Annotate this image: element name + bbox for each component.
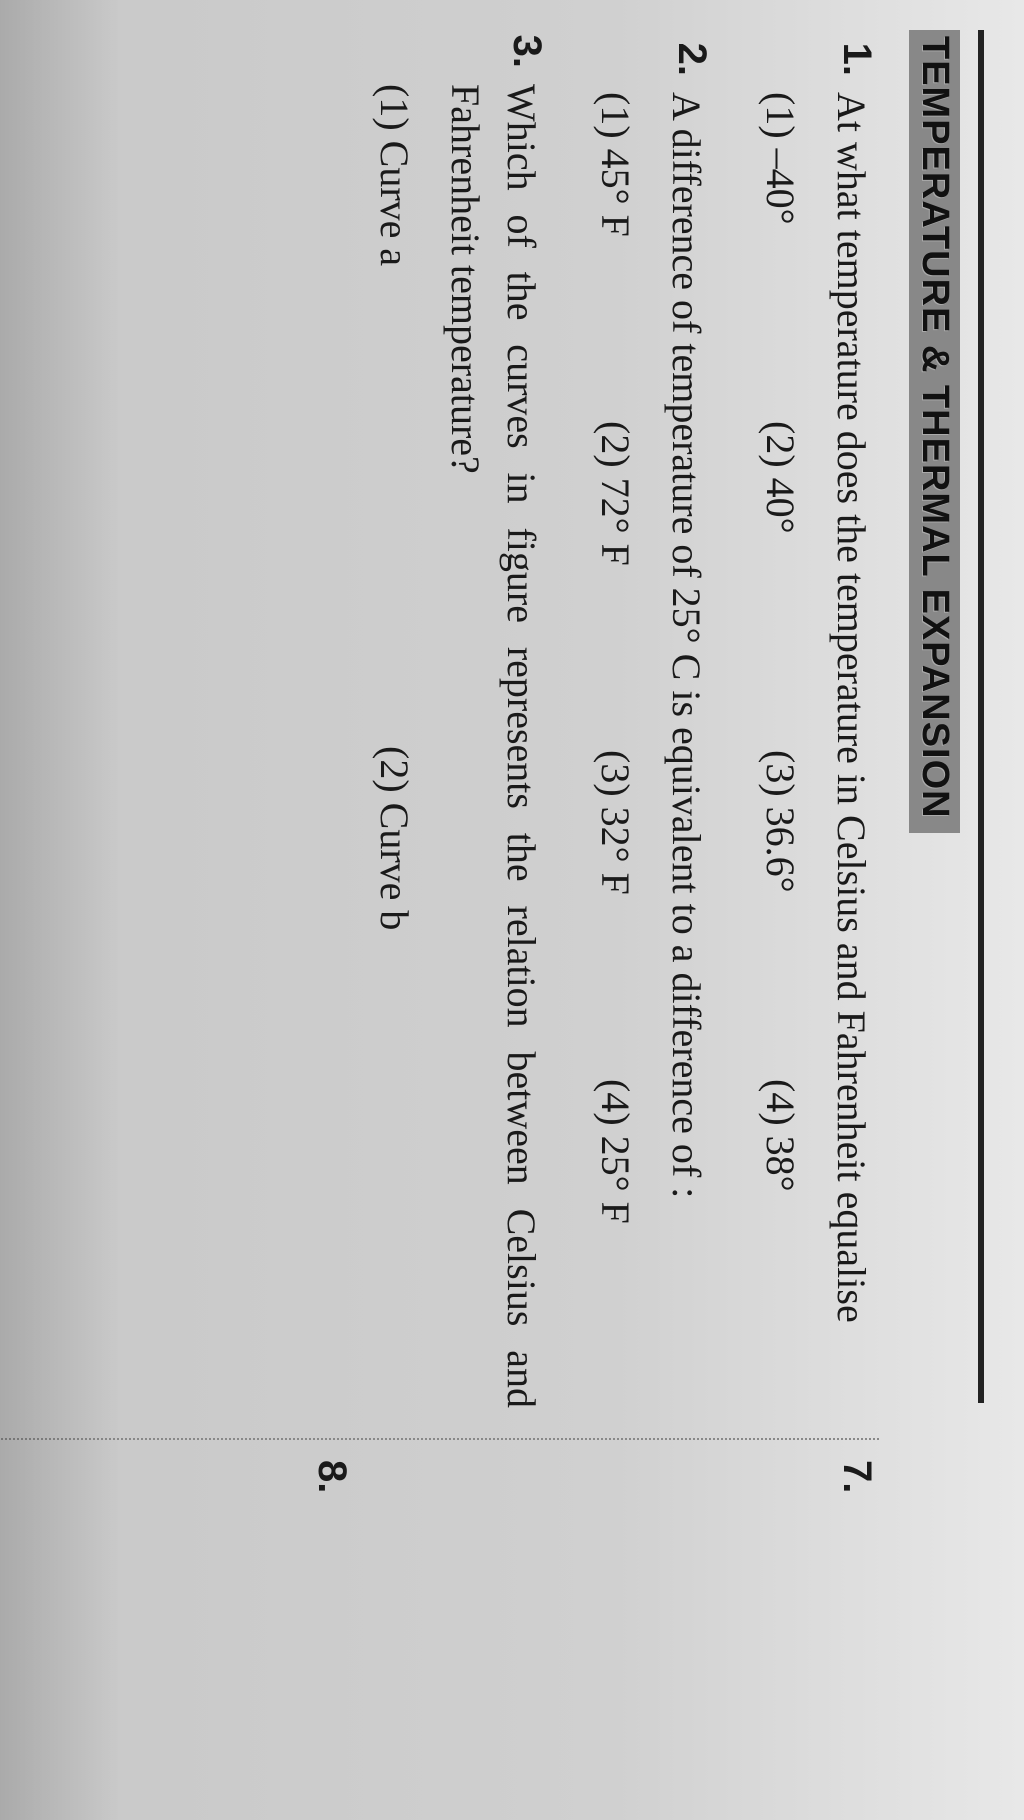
question-number: 1. (750, 30, 879, 92)
top-rule (978, 30, 984, 1403)
option-2: (2) 40° (750, 421, 810, 750)
side-number-8: 8. (309, 1460, 354, 1790)
option-2: (2) 72° F (585, 421, 645, 750)
option-1: (1) 45° F (585, 92, 645, 421)
page-scan: TEMPERATURE & THERMAL EXPANSION 1. At wh… (0, 0, 1024, 1820)
question-number: 2. (585, 30, 714, 92)
option-3: (3) 32° F (585, 750, 645, 1079)
question-3: 3. Which of the curves in figure represe… (364, 22, 550, 1408)
option-4: (4) 38° (750, 1079, 810, 1408)
options-row: (1) –40° (2) 40° (3) 36.6° (4) 38° (750, 92, 810, 1408)
question-2: 2. A difference of temperature of 25° C … (585, 30, 714, 1408)
content-columns: 1. At what temperature does the temperat… (0, 30, 879, 1790)
option-4: (4) 25° F (585, 1079, 645, 1408)
right-column: 7. 8. (0, 1438, 879, 1790)
question-1: 1. At what temperature does the temperat… (750, 30, 879, 1408)
left-column: 1. At what temperature does the temperat… (0, 30, 879, 1438)
question-text: A difference of temperature of 25° C is … (657, 92, 714, 1408)
option-1: (1) –40° (750, 92, 810, 421)
options-row: (1) Curve a (2) Curve b (364, 84, 424, 1408)
question-text: At what temperature does the temperature… (822, 92, 879, 1408)
side-number-7: 7. (834, 1460, 879, 1790)
question-text: Which of the curves in figure represents… (436, 84, 550, 1408)
option-1: (1) Curve a (364, 84, 424, 746)
section-header: TEMPERATURE & THERMAL EXPANSION (909, 30, 960, 833)
options-row: (1) 45° F (2) 72° F (3) 32° F (4) 25° F (585, 92, 645, 1408)
question-body: At what temperature does the temperature… (750, 92, 879, 1408)
question-body: A difference of temperature of 25° C is … (585, 92, 714, 1408)
question-number: 3. (364, 22, 550, 84)
question-body: Which of the curves in figure represents… (364, 84, 550, 1408)
option-3: (3) 36.6° (750, 750, 810, 1079)
option-2: (2) Curve b (364, 746, 424, 1408)
